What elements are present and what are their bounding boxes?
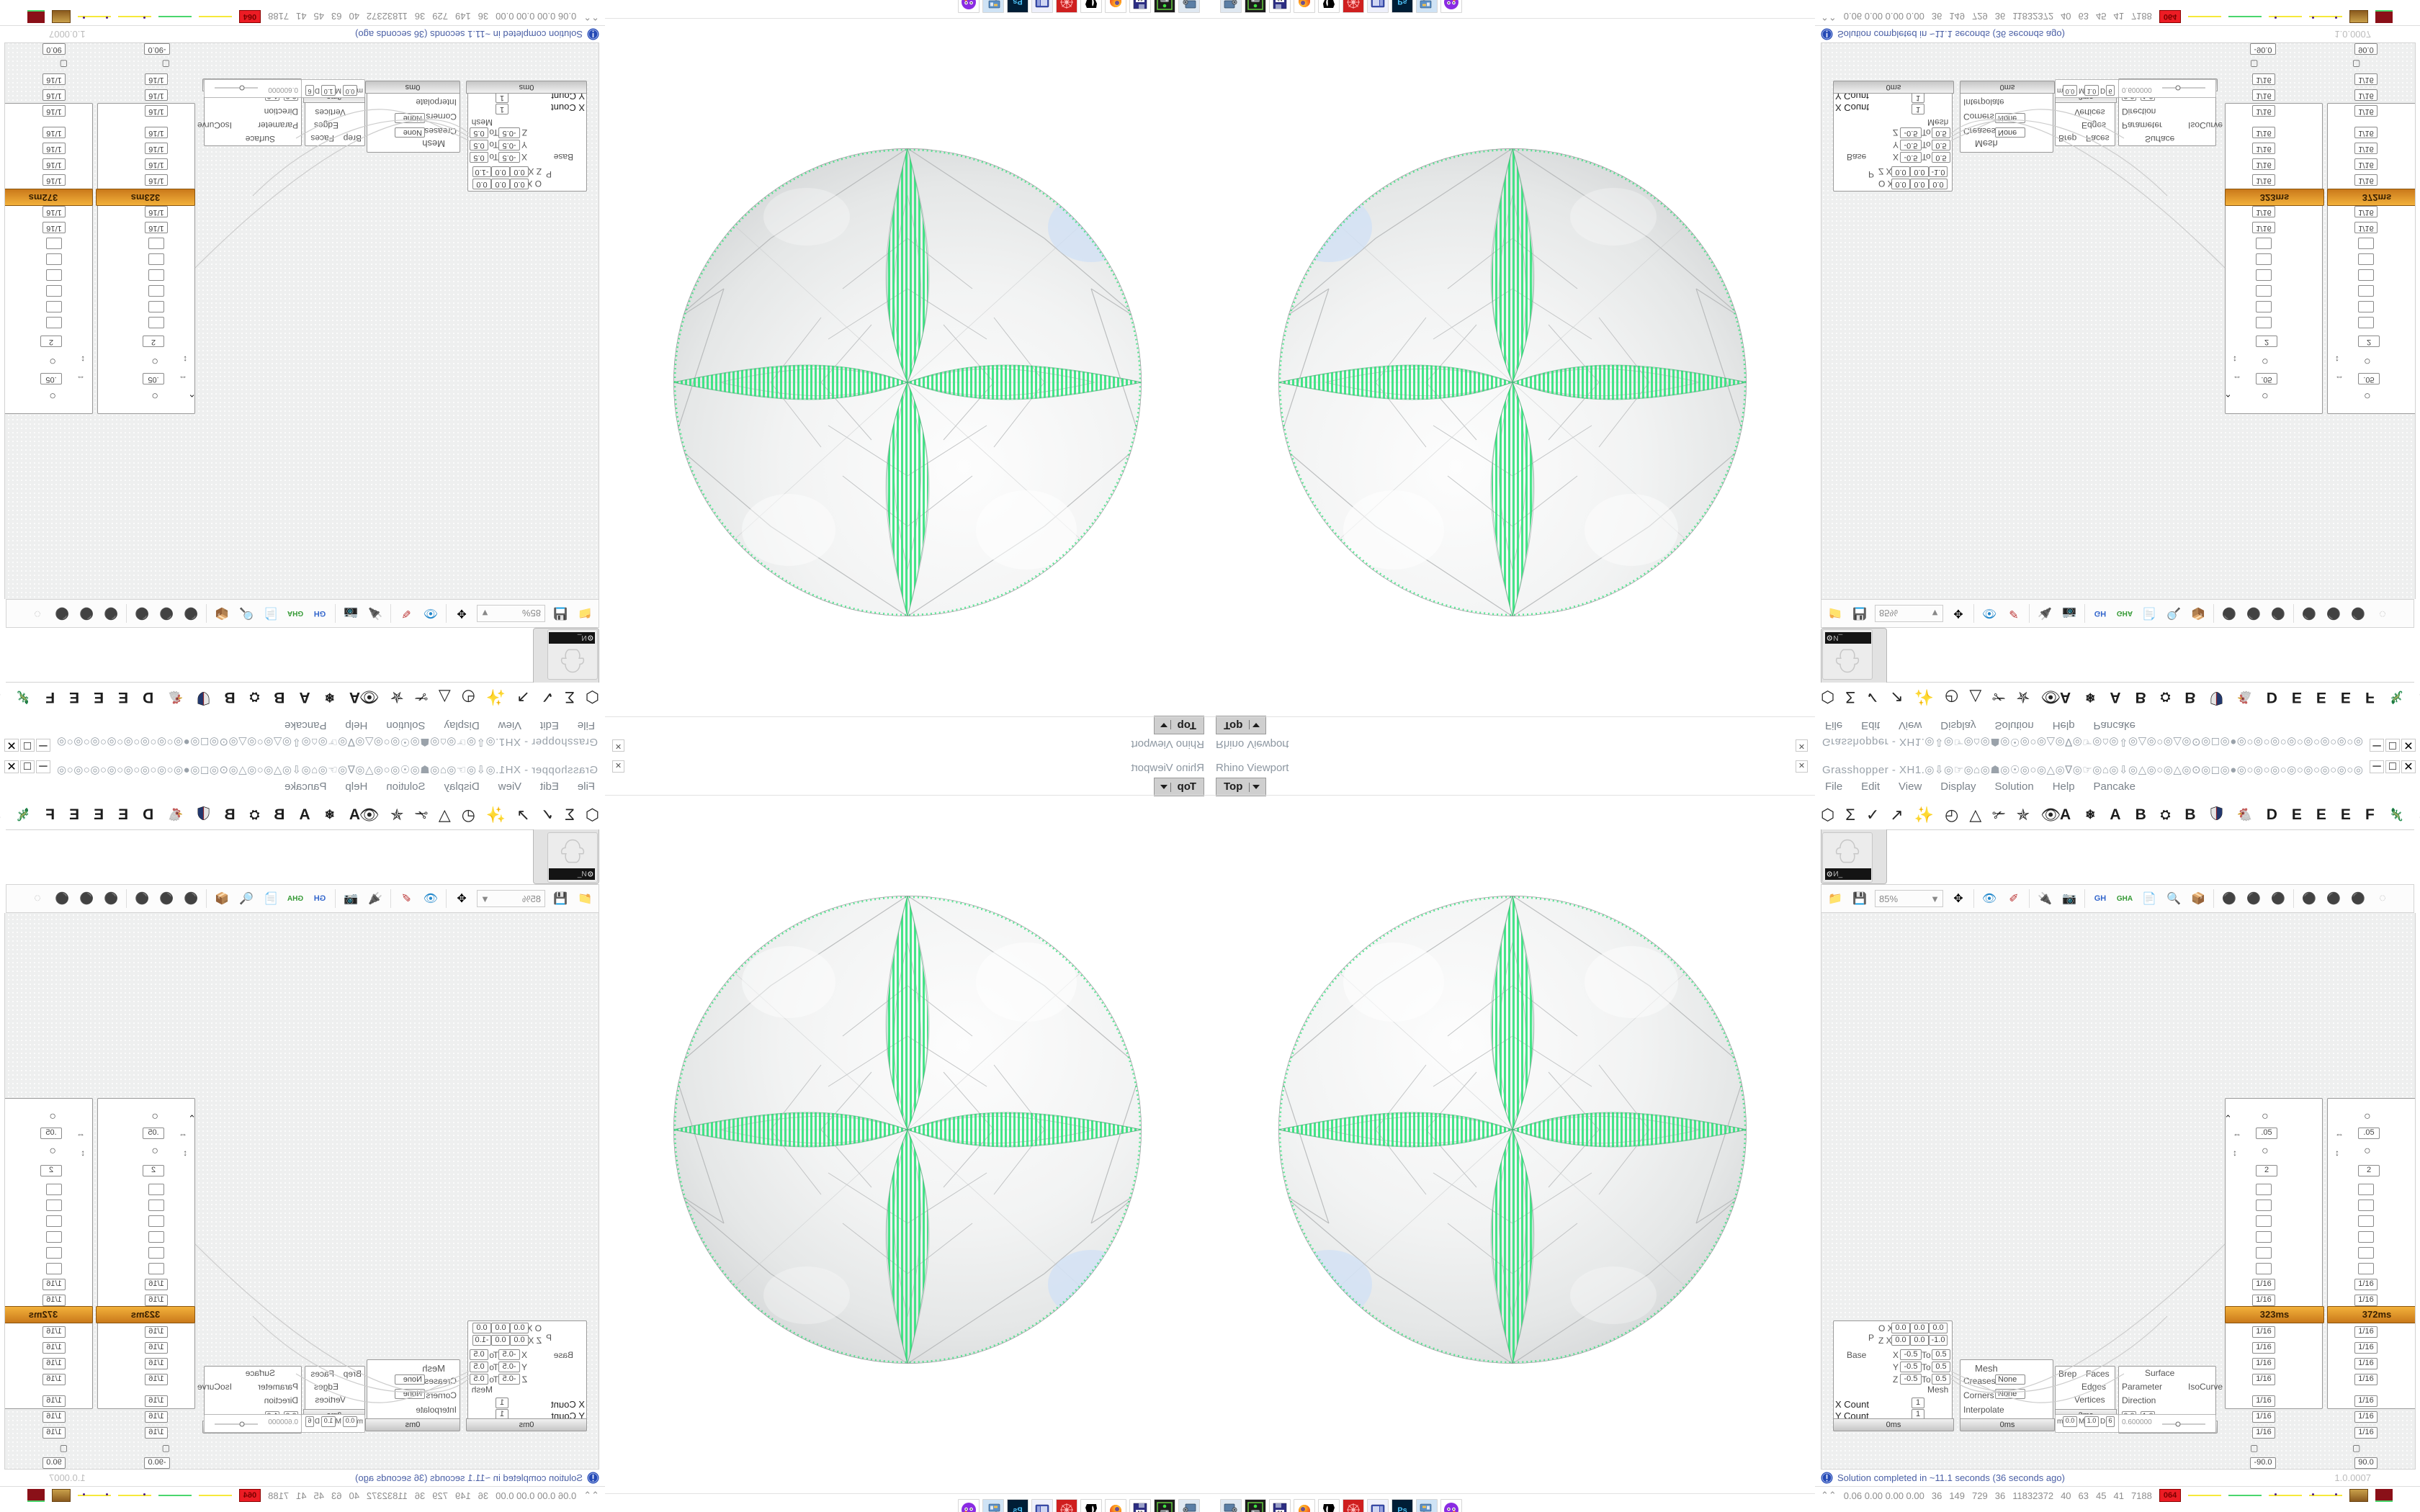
svg-text:64: 64 (1137, 0, 1142, 1)
svg-text:Ps: Ps (1013, 0, 1022, 6)
svg-text:64: 64 (1278, 0, 1283, 1)
svg-text:Ps: Ps (1397, 1506, 1407, 1512)
svg-text:Ps: Ps (1397, 0, 1407, 6)
svg-text:Ps: Ps (1013, 1506, 1022, 1512)
